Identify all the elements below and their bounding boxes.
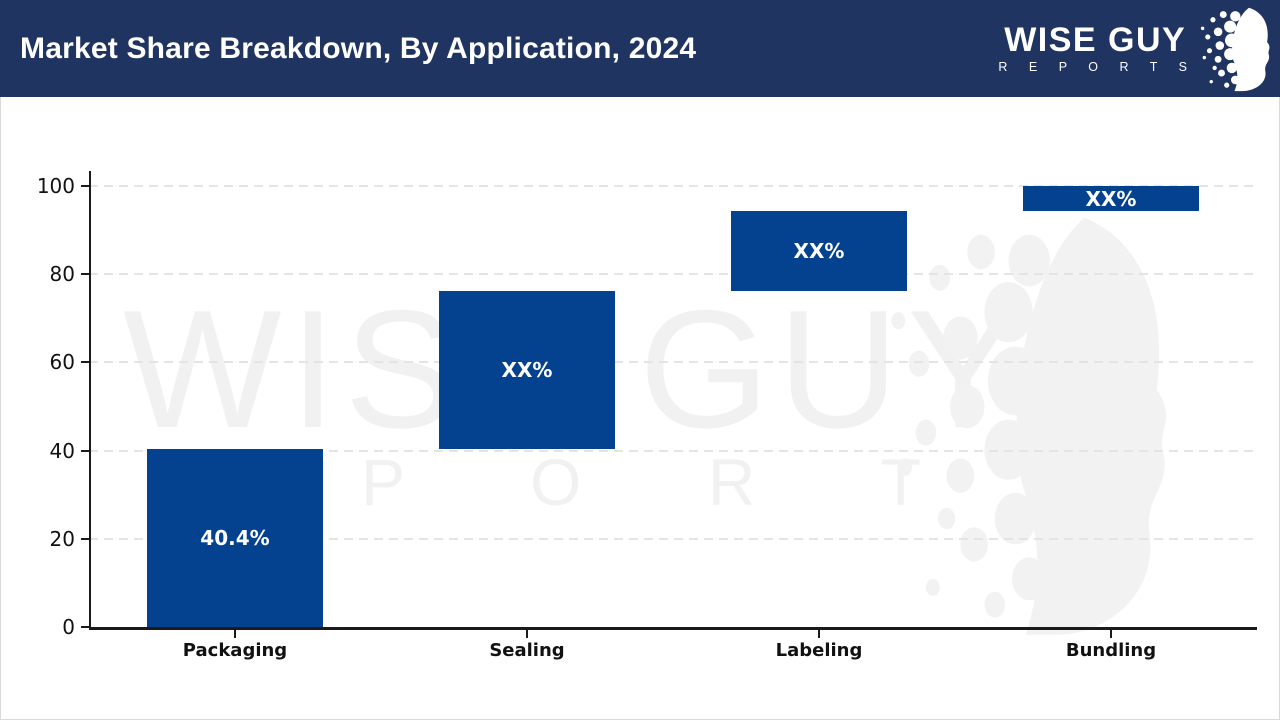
- bar-value-label: 40.4%: [200, 525, 270, 550]
- x-axis-line: [89, 627, 1257, 630]
- bar-packaging: 40.4%: [147, 448, 323, 627]
- y-tick-label: 60: [49, 350, 75, 375]
- header-bar: Market Share Breakdown, By Application, …: [0, 0, 1280, 97]
- brand-subtitle: R E P O R T S: [998, 60, 1196, 75]
- y-gridline: [89, 449, 1257, 452]
- bar-bundling: XX%: [1023, 186, 1199, 212]
- bar-value-label: XX%: [793, 239, 845, 264]
- y-tick-mark: [81, 626, 89, 628]
- y-tick-label: 80: [49, 262, 75, 287]
- brand-logo-text: WISE GUY R E P O R T S: [994, 23, 1196, 74]
- x-tick-mark: [818, 629, 820, 638]
- y-tick-label: 40: [49, 438, 75, 463]
- y-gridline: [89, 185, 1257, 187]
- y-tick-mark: [81, 537, 89, 540]
- x-tick-mark: [526, 629, 528, 638]
- bar-labeling: XX%: [731, 211, 907, 291]
- x-category-label: Packaging: [182, 640, 288, 661]
- y-tick-mark: [81, 449, 89, 452]
- y-tick-mark: [81, 185, 89, 187]
- x-tick-mark: [1110, 629, 1112, 638]
- bar-value-label: XX%: [1085, 186, 1137, 211]
- bar-sealing: XX%: [439, 290, 615, 449]
- brand-name: WISE GUY: [1004, 21, 1187, 60]
- y-tick-label: 20: [49, 526, 75, 551]
- bar-value-label: XX%: [501, 357, 553, 382]
- chart-area: WISE GUY P O R T S 0 20 40 60 80 100 40.4% Pack…: [0, 97, 1280, 720]
- y-tick-mark: [81, 361, 89, 364]
- y-gridline: [89, 361, 1257, 364]
- brand-logo: WISE GUY R E P O R T S: [994, 0, 1270, 97]
- page-title: Market Share Breakdown, By Application, …: [20, 31, 697, 65]
- x-category-label: Sealing: [489, 640, 565, 661]
- y-tick-label: 100: [36, 174, 75, 198]
- y-gridline: [89, 537, 1257, 540]
- x-category-label: Labeling: [775, 640, 863, 661]
- x-tick-mark: [234, 629, 236, 638]
- y-tick-mark: [81, 273, 89, 276]
- y-tick-label: 0: [62, 615, 75, 639]
- dotted-head-icon: [1200, 7, 1270, 91]
- y-gridline: [89, 273, 1257, 276]
- plot: 0 20 40 60 80 100 40.4% Packaging XX% Sealing XX% L…: [1, 97, 1279, 719]
- x-category-label: Bundling: [1065, 640, 1157, 661]
- y-axis-line: [89, 170, 91, 629]
